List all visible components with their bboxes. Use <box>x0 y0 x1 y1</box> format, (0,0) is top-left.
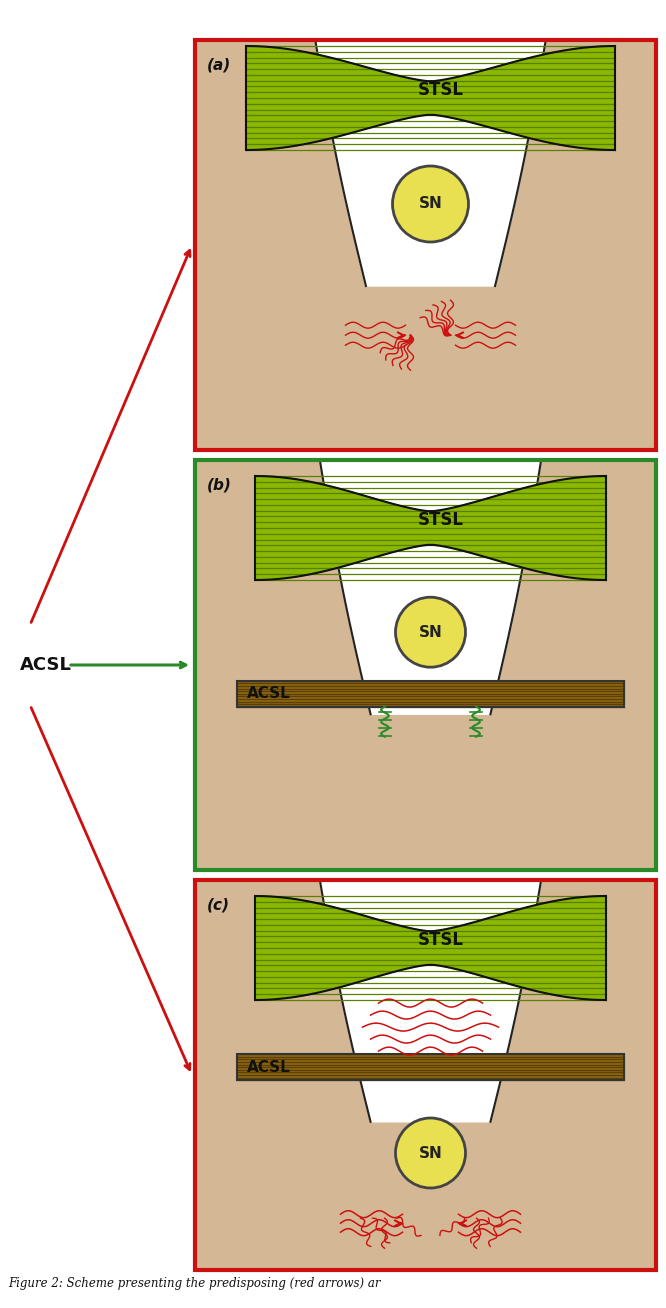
Bar <box>195 41 656 450</box>
Ellipse shape <box>396 598 466 667</box>
Text: ACSL: ACSL <box>247 687 291 701</box>
Text: STSL: STSL <box>418 931 464 950</box>
Text: (c): (c) <box>207 899 230 913</box>
Polygon shape <box>320 460 541 714</box>
Bar <box>195 41 656 450</box>
Bar <box>195 880 656 1270</box>
Ellipse shape <box>392 166 468 242</box>
Polygon shape <box>320 880 541 1122</box>
Polygon shape <box>255 896 605 1001</box>
Ellipse shape <box>396 1118 466 1188</box>
Bar <box>237 1054 624 1080</box>
Bar <box>195 880 656 1270</box>
Bar <box>237 1054 624 1080</box>
Polygon shape <box>315 41 545 286</box>
Text: (a): (a) <box>207 58 231 73</box>
Polygon shape <box>246 46 615 150</box>
Text: SN: SN <box>419 196 442 212</box>
Polygon shape <box>255 476 605 579</box>
Bar <box>237 680 624 706</box>
Bar <box>195 460 656 870</box>
Text: SN: SN <box>419 625 442 640</box>
Text: STSL: STSL <box>418 81 464 99</box>
Text: STSL: STSL <box>418 511 464 528</box>
Text: Figure 2: Scheme presenting the predisposing (red arrows) ar: Figure 2: Scheme presenting the predispo… <box>8 1277 380 1290</box>
Bar <box>237 680 624 706</box>
Bar <box>195 460 656 870</box>
Text: SN: SN <box>419 1146 442 1160</box>
Text: ACSL: ACSL <box>247 1059 291 1075</box>
Text: ACSL: ACSL <box>20 657 72 674</box>
Text: (b): (b) <box>207 477 232 493</box>
